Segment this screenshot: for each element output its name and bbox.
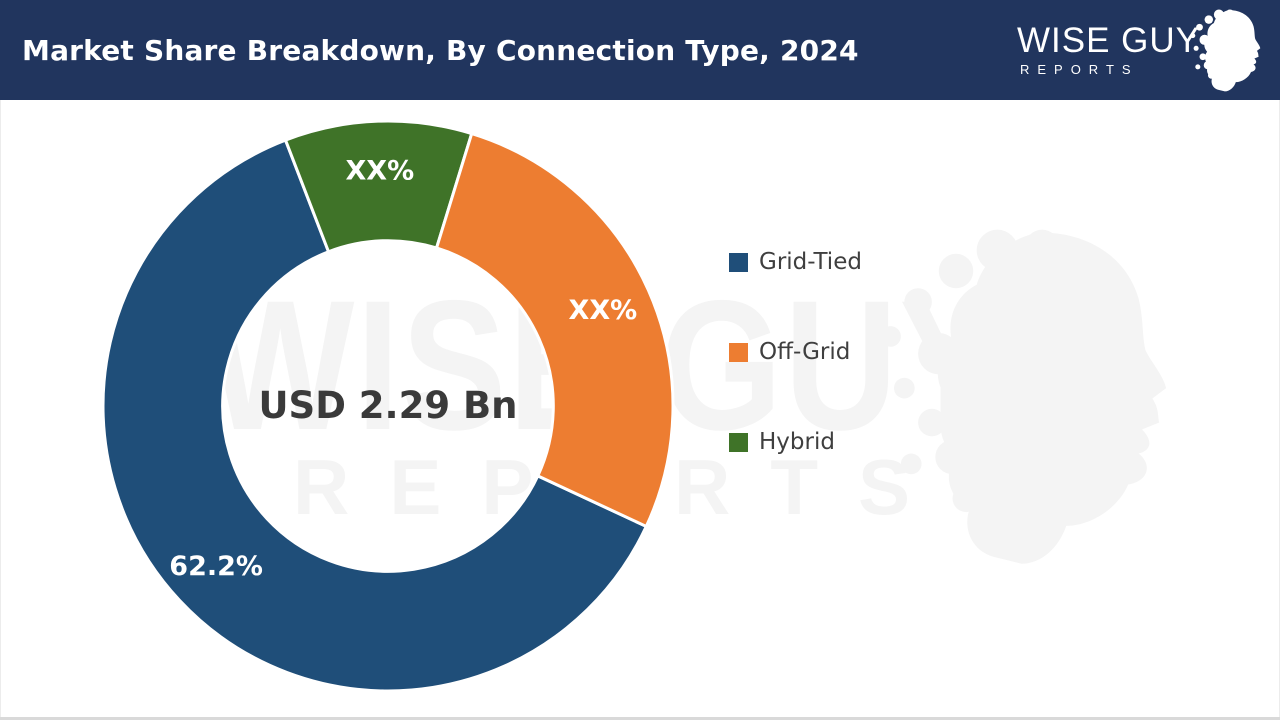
legend-label-off-grid: Off-Grid (759, 339, 851, 365)
legend-swatch-hybrid (729, 432, 748, 452)
chart-legend: Grid-Tied Off-Grid Hybrid (729, 248, 862, 518)
watermark-face-icon (863, 210, 1173, 580)
legend-item-hybrid: Hybrid (729, 428, 862, 456)
donut-center-value: USD 2.29 Bn (258, 384, 518, 427)
bottom-border (0, 717, 1280, 720)
slice-value-label-hybrid: XX% (345, 155, 414, 186)
slice-value-label-grid-tied: 62.2% (169, 551, 263, 582)
page-title: Market Share Breakdown, By Connection Ty… (22, 33, 859, 67)
donut-slice-grid-tied (101, 138, 648, 693)
legend-swatch-off-grid (729, 342, 748, 362)
donut-slice-off-grid (435, 132, 675, 528)
brand-logo: WISE GUY REPORTS (1017, 6, 1262, 94)
donut-chart: 62.2% XX% XX% (101, 119, 675, 693)
chart-canvas: WISE GUY REPORTS 62.2%XX%XX% USD 2.29 Bn… (0, 100, 1280, 720)
face-logo-icon (1186, 6, 1262, 94)
brand-subname: REPORTS (1019, 62, 1139, 77)
brand-name: WISE GUY (1016, 21, 1200, 60)
legend-item-off-grid: Off-Grid (729, 338, 862, 366)
legend-label-hybrid: Hybrid (759, 429, 835, 455)
slice-value-label-off-grid: XX% (569, 295, 638, 326)
legend-label-grid-tied: Grid-Tied (759, 249, 862, 275)
brand-wordmark: WISE GUY REPORTS (1017, 23, 1200, 77)
legend-swatch-grid-tied (729, 252, 748, 272)
header-bar: Market Share Breakdown, By Connection Ty… (0, 0, 1280, 100)
legend-item-grid-tied: Grid-Tied (729, 248, 862, 276)
